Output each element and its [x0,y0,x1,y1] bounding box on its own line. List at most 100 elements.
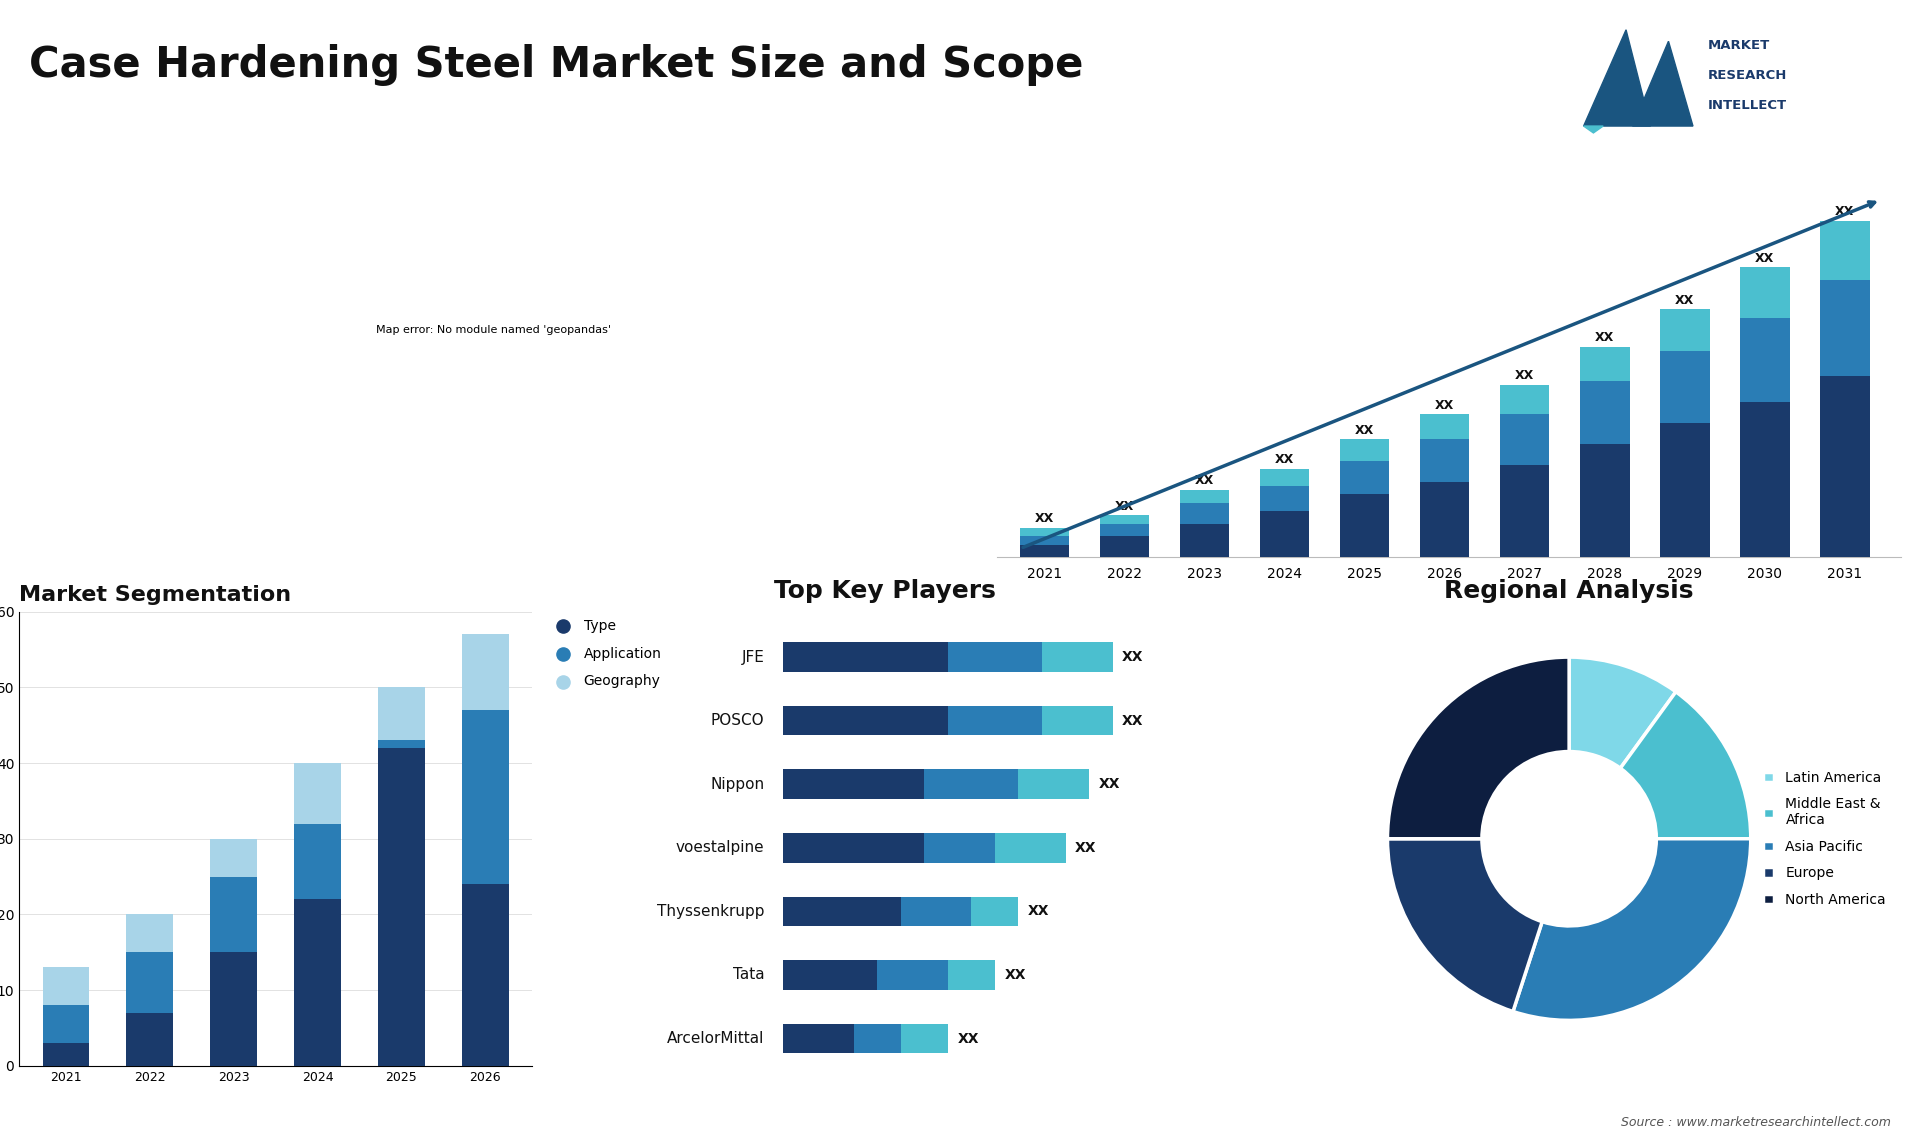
FancyBboxPatch shape [924,769,1018,799]
Bar [463,885,509,1066]
FancyBboxPatch shape [783,706,948,736]
Text: Nippon: Nippon [710,777,764,792]
Bar [1500,465,1549,557]
FancyBboxPatch shape [783,960,877,990]
Text: Tata: Tata [733,967,764,982]
Bar [211,952,257,1066]
Bar [1421,440,1469,481]
Text: voestalpine: voestalpine [676,840,764,855]
Bar [1421,414,1469,440]
Bar [1020,528,1069,536]
FancyBboxPatch shape [783,769,924,799]
Bar [1020,544,1069,557]
Bar [378,688,424,740]
Bar [1100,516,1150,524]
FancyBboxPatch shape [972,896,1018,926]
Text: XX: XX [1075,841,1096,855]
Polygon shape [1584,126,1603,133]
Bar [294,824,340,900]
Text: XX: XX [1674,293,1693,307]
FancyBboxPatch shape [1043,643,1112,672]
Bar [211,839,257,877]
Bar [1740,401,1789,557]
Bar [1100,524,1150,536]
Legend: Type, Application, Geography: Type, Application, Geography [549,619,662,689]
Text: XX: XX [1836,205,1855,219]
Bar [1500,385,1549,414]
Text: XX: XX [1098,777,1119,791]
Text: MARKET: MARKET [1707,39,1770,53]
Text: JFE: JFE [741,650,764,665]
Bar [1661,309,1709,351]
Text: XX: XX [1121,714,1144,728]
Bar [1421,481,1469,557]
Legend: Latin America, Middle East &
Africa, Asia Pacific, Europe, North America: Latin America, Middle East & Africa, Asi… [1757,766,1891,912]
Text: Thyssenkrupp: Thyssenkrupp [657,904,764,919]
Bar [294,763,340,824]
FancyBboxPatch shape [877,960,948,990]
Bar [1179,524,1229,557]
Wedge shape [1388,839,1542,1012]
Bar [1580,380,1630,444]
Bar [1500,414,1549,465]
Text: ArcelorMittal: ArcelorMittal [666,1031,764,1046]
Bar [1179,490,1229,503]
Text: XX: XX [1116,500,1135,512]
Bar [1260,486,1309,511]
Bar [42,1043,88,1066]
Bar [463,635,509,711]
Text: XX: XX [1275,454,1294,466]
Text: Source : www.marketresearchintellect.com: Source : www.marketresearchintellect.com [1620,1116,1891,1129]
FancyBboxPatch shape [900,1023,948,1053]
FancyBboxPatch shape [900,896,972,926]
Title: Top Key Players: Top Key Players [774,579,996,603]
FancyBboxPatch shape [783,896,900,926]
Text: XX: XX [958,1031,979,1045]
Bar [1740,317,1789,401]
Bar [1820,280,1870,376]
Bar [1580,444,1630,557]
Text: RESEARCH: RESEARCH [1707,69,1788,83]
Text: POSCO: POSCO [710,713,764,728]
Bar [1661,351,1709,423]
FancyBboxPatch shape [995,833,1066,863]
Title: Regional Analysis: Regional Analysis [1444,579,1693,603]
Text: INTELLECT: INTELLECT [1707,99,1788,112]
Text: XX: XX [1434,399,1453,411]
FancyBboxPatch shape [783,643,948,672]
Text: XX: XX [1027,904,1050,918]
Bar [127,1013,173,1066]
Text: Case Hardening Steel Market Size and Scope: Case Hardening Steel Market Size and Sco… [29,44,1083,86]
Bar [42,1005,88,1043]
FancyBboxPatch shape [783,1023,854,1053]
Bar [127,915,173,952]
Bar [1820,221,1870,280]
Text: XX: XX [1515,369,1534,383]
Polygon shape [1584,30,1651,126]
Bar [1020,536,1069,544]
Text: XX: XX [1755,252,1774,265]
Bar [127,952,173,1013]
FancyBboxPatch shape [948,706,1043,736]
Text: XX: XX [1356,424,1375,437]
Wedge shape [1388,657,1569,839]
Bar [1260,469,1309,486]
Text: Map error: No module named 'geopandas': Map error: No module named 'geopandas' [376,325,611,335]
FancyBboxPatch shape [924,833,995,863]
Bar [1340,440,1390,461]
Bar [1340,461,1390,494]
Bar [1340,494,1390,557]
Text: XX: XX [1194,474,1213,487]
Bar [294,900,340,1066]
Bar [1580,347,1630,380]
Bar [378,748,424,1066]
Bar [211,877,257,952]
Text: XX: XX [1004,968,1025,982]
Bar [1740,267,1789,317]
Text: XX: XX [1035,512,1054,525]
FancyBboxPatch shape [948,643,1043,672]
Bar [1260,511,1309,557]
Bar [1820,376,1870,557]
Text: Market Segmentation: Market Segmentation [19,584,292,605]
Bar [1100,536,1150,557]
